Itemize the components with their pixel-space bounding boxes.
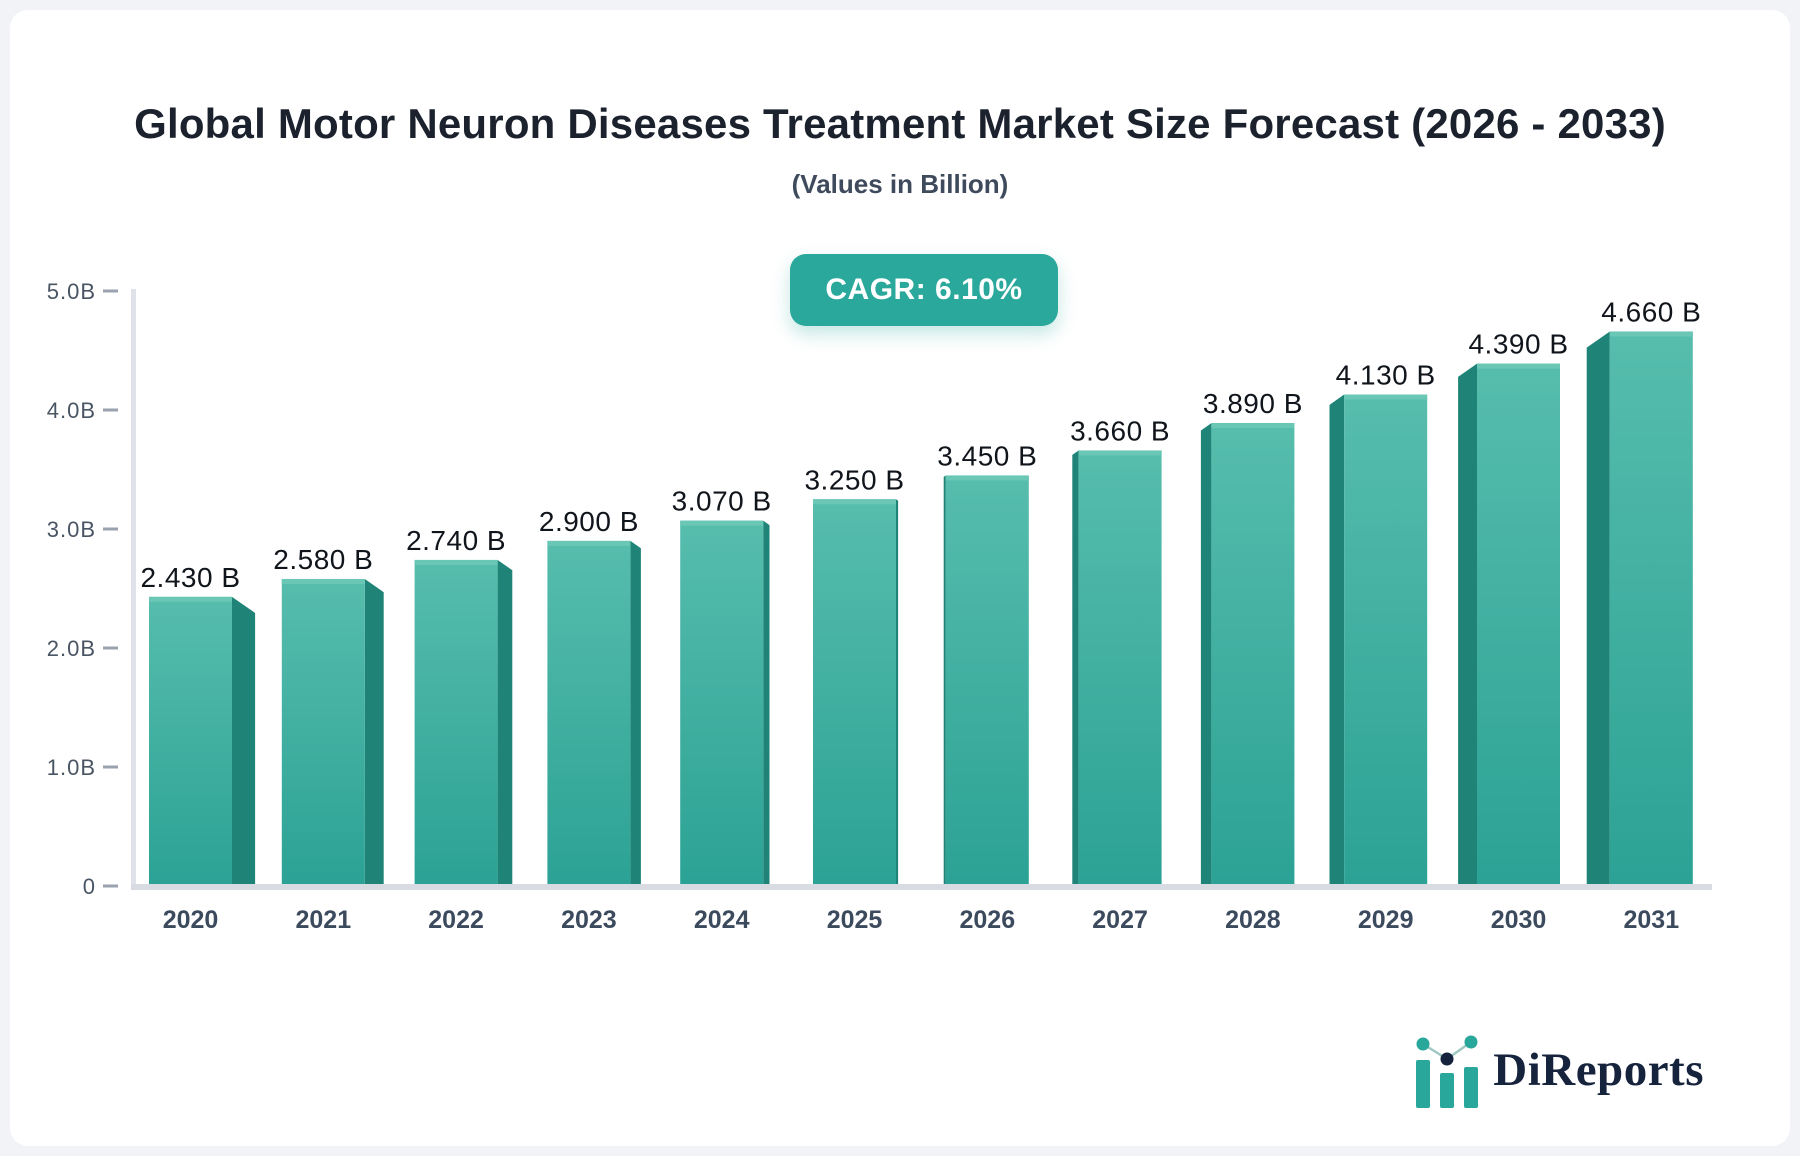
bar-side-face xyxy=(497,559,513,886)
x-axis-label: 2022 xyxy=(428,906,484,934)
y-axis-tick-label: 3.0B xyxy=(47,517,96,542)
x-axis-label: 2024 xyxy=(694,906,750,934)
chart-title: Global Motor Neuron Diseases Treatment M… xyxy=(134,100,1666,147)
bar-front-face xyxy=(547,540,631,886)
bar-top-edge xyxy=(1078,450,1162,456)
bar-2022: 2.740 B xyxy=(406,525,513,886)
bar-value-label: 2.580 B xyxy=(273,544,373,575)
direports-logo: DiReports xyxy=(1413,1032,1704,1108)
bar-top-edge xyxy=(1211,423,1295,429)
bar-value-label: 4.390 B xyxy=(1468,329,1568,360)
bar-2021: 2.580 B xyxy=(273,544,384,886)
bar-front-face xyxy=(680,520,764,886)
bar-side-face xyxy=(1586,331,1610,887)
cagr-badge-label: CAGR: 6.10% xyxy=(825,273,1023,306)
bar-top-edge xyxy=(149,596,232,602)
bar-value-label: 3.250 B xyxy=(804,464,904,495)
y-axis-tick-label: 4.0B xyxy=(47,398,96,423)
x-axis-label: 2028 xyxy=(1225,906,1281,934)
bar-side-face xyxy=(1458,363,1477,887)
bar-front-face xyxy=(414,559,498,886)
bar-top-edge xyxy=(945,475,1029,481)
bar-top-edge xyxy=(680,520,764,526)
y-axis-tick-label: 1.0B xyxy=(47,755,96,780)
bar-2030: 4.390 B xyxy=(1458,329,1568,887)
bar-value-label: 4.130 B xyxy=(1336,360,1436,391)
bar-2026: 3.450 B xyxy=(937,440,1037,886)
y-axis-tick xyxy=(103,646,118,650)
x-axis-label: 2029 xyxy=(1358,906,1414,934)
bar-value-label: 3.660 B xyxy=(1070,415,1170,446)
x-axis-label: 2031 xyxy=(1623,906,1679,934)
bar-front-face xyxy=(1078,450,1162,886)
y-axis-tick-label: 0 xyxy=(83,874,96,899)
x-axis-baseline xyxy=(131,884,1712,890)
bar-value-label: 3.070 B xyxy=(672,486,772,517)
bar-top-edge xyxy=(547,540,631,546)
bar-top-edge xyxy=(281,578,365,584)
bar-front-face xyxy=(149,596,232,886)
bar-front-face xyxy=(813,499,896,886)
y-axis-tick-label: 5.0B xyxy=(47,279,96,304)
bar-side-face xyxy=(1072,450,1079,886)
x-axis-label: 2020 xyxy=(163,906,219,934)
bar-top-edge xyxy=(1477,363,1560,369)
bar-side-face xyxy=(630,540,641,886)
chart-subtitle: (Values in Billion) xyxy=(791,169,1009,199)
direports-logo-icon xyxy=(1416,1035,1479,1108)
bar-value-label: 2.740 B xyxy=(406,525,506,556)
bar-2024: 3.070 B xyxy=(672,486,772,886)
bar-2028: 3.890 B xyxy=(1200,388,1303,886)
bar-front-face xyxy=(1344,394,1428,886)
bar-top-edge xyxy=(414,559,498,565)
bar-side-face xyxy=(1200,423,1212,886)
bar-value-label: 4.660 B xyxy=(1601,296,1701,327)
bar-value-label: 3.450 B xyxy=(937,440,1037,471)
bar-front-face xyxy=(1211,423,1295,886)
y-axis-tick xyxy=(103,527,118,531)
cagr-badge: CAGR: 6.10% xyxy=(790,254,1058,326)
bar-2025: 3.250 B xyxy=(804,464,904,886)
bar-2023: 2.900 B xyxy=(539,506,641,886)
y-axis-tick-label: 2.0B xyxy=(47,636,96,661)
y-axis-tick xyxy=(103,289,118,293)
y-axis-tick xyxy=(103,884,118,888)
bar-side-face xyxy=(763,520,770,886)
x-axis-label: 2025 xyxy=(827,906,883,934)
bar-2031: 4.660 B xyxy=(1586,296,1701,887)
bar-front-face xyxy=(1477,363,1560,887)
bar-2029: 4.130 B xyxy=(1329,360,1436,886)
bar-side-face xyxy=(943,475,946,886)
x-axis-label: 2023 xyxy=(561,906,617,934)
direports-logo-text: DiReports xyxy=(1493,1044,1704,1096)
bar-front-face xyxy=(281,578,365,886)
x-axis-label: 2030 xyxy=(1491,906,1547,934)
bar-top-edge xyxy=(1344,394,1428,400)
bar-side-face xyxy=(232,596,256,886)
bar-value-label: 2.900 B xyxy=(539,506,639,537)
bar-top-edge xyxy=(1609,331,1693,337)
x-axis-label: 2027 xyxy=(1092,906,1148,934)
bar-value-label: 2.430 B xyxy=(140,562,240,593)
y-axis-line xyxy=(131,289,136,890)
bar-side-face xyxy=(896,499,899,886)
bar-front-face xyxy=(1609,331,1693,887)
bar-2027: 3.660 B xyxy=(1070,415,1170,886)
x-axis-label: 2021 xyxy=(295,906,351,934)
bar-front-face xyxy=(945,475,1029,886)
y-axis-tick xyxy=(103,408,118,412)
bar-2020: 2.430 B xyxy=(140,562,256,886)
x-axis-label: 2026 xyxy=(959,906,1015,934)
bar-top-edge xyxy=(813,499,896,505)
y-axis-tick xyxy=(103,765,118,769)
bar-side-face xyxy=(364,578,384,886)
bar-side-face xyxy=(1329,394,1345,886)
bar-value-label: 3.890 B xyxy=(1203,388,1303,419)
